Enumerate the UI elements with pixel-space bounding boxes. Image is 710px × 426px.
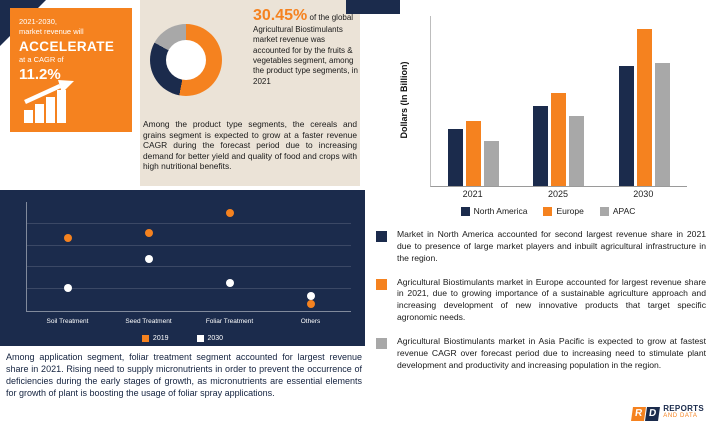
stat-text: of the global Agricultural Biostimulants… xyxy=(253,13,358,86)
dot-2030-others xyxy=(306,291,315,300)
growth-chart-icon xyxy=(24,80,74,123)
logo-text-reports: REPORTS xyxy=(663,403,704,413)
gridline xyxy=(27,266,351,268)
legend-label-europe: Europe xyxy=(556,206,584,216)
cagr-intro-line2: market revenue will xyxy=(19,27,84,37)
dot-2019-soil-treatment xyxy=(63,233,72,242)
legend-label-2030: 2030 xyxy=(207,335,224,342)
bar-x-axis-labels: 2021 2025 2030 xyxy=(430,189,686,199)
bar-north-america-2021 xyxy=(448,129,464,186)
bar-plot xyxy=(430,16,687,187)
bullet-swatch-north-america xyxy=(376,231,387,242)
cagr-label: at a CAGR of xyxy=(19,55,64,65)
logo-text-and-data: AND DATA xyxy=(663,413,698,420)
bullet-text-apac: Agricultural Biostimulants market in Asi… xyxy=(397,336,706,370)
bar-axis-label-2021: 2021 xyxy=(462,189,483,199)
cagr-value: 11.2% xyxy=(19,66,61,84)
legend-item-europe: Europe xyxy=(543,206,584,216)
bar-north-america-2030 xyxy=(618,66,634,186)
dot-axis-label-seed-treatment: Seed Treatment xyxy=(125,318,172,325)
bullet-text-north-america: Market in North America accounted for se… xyxy=(397,229,706,263)
bar-chart-y-axis-label: Dollars (In Billion) xyxy=(399,61,409,139)
top-accent-bar xyxy=(346,0,400,14)
gridline xyxy=(27,222,351,224)
legend-swatch-north-america xyxy=(460,206,470,216)
dot-axis-label-soil-treatment: Soil Treatment xyxy=(46,318,89,325)
gridline xyxy=(27,288,351,290)
bullet-north-america: Market in North America accounted for se… xyxy=(376,229,706,265)
donut-chart xyxy=(150,24,222,96)
region-bullets: Market in North America accounted for se… xyxy=(376,229,706,372)
bar-europe-2025 xyxy=(551,93,567,186)
stat-value: 30.45% xyxy=(253,7,308,24)
logo-text: REPORTS AND DATA xyxy=(663,403,704,420)
legend-item-2030: 2030 xyxy=(196,335,224,342)
legend-label-apac: APAC xyxy=(612,206,636,216)
bullet-swatch-europe xyxy=(376,278,387,290)
bar-apac-2030 xyxy=(654,63,670,186)
legend-item-north-america: North America xyxy=(460,206,528,216)
legend-swatch-2019 xyxy=(141,335,149,342)
accelerate-word: ACCELERATE xyxy=(19,39,115,55)
dot-2019-seed-treatment xyxy=(144,228,153,237)
bullet-swatch-apac xyxy=(376,338,387,350)
product-type-paragraph: Among the product type segments, the cer… xyxy=(143,119,357,172)
dot-2030-seed-treatment xyxy=(144,254,153,263)
bullet-apac: Agricultural Biostimulants market in Asi… xyxy=(376,336,706,372)
dot-2030-soil-treatment xyxy=(63,284,72,293)
legend-label-north-america: North America xyxy=(473,206,528,216)
bar-apac-2025 xyxy=(569,116,585,186)
application-chart-panel: Soil Treatment Seed Treatment Foliar Treat… xyxy=(0,190,365,346)
legend-item-2019: 2019 xyxy=(141,335,169,342)
bar-europe-2030 xyxy=(636,29,652,186)
bar-north-america-2025 xyxy=(533,106,549,186)
dot-2019-foliar-treatment xyxy=(225,208,234,217)
stat-paragraph: 30.45% of the global Agricultural Biosti… xyxy=(253,7,358,87)
bar-axis-label-2030: 2030 xyxy=(633,189,654,199)
bullet-europe: Agricultural Biostimulants market in Eur… xyxy=(376,277,706,324)
bar-chart-legend: North America Europe APAC xyxy=(398,206,698,216)
legend-label-2019: 2019 xyxy=(152,335,169,342)
gridline xyxy=(27,244,351,246)
dot-plot-legend: 2019 2030 xyxy=(0,335,365,342)
bar-group-2021 xyxy=(431,16,516,186)
dot-2019-others xyxy=(306,300,315,309)
cagr-intro-line1: 2021-2030, xyxy=(19,17,57,26)
regional-section: Dollars (In Billion) 2021 2025 2030 North … xyxy=(368,0,710,426)
dot-plot: Soil Treatment Seed Treatment Foliar Treat… xyxy=(26,202,351,325)
logo-mark-r: R xyxy=(631,407,647,421)
dot-axis-label-others: Others xyxy=(300,318,321,325)
bar-group-2025 xyxy=(516,16,601,186)
bar-group-2030 xyxy=(602,16,687,186)
cagr-card: 2021-2030, market revenue will ACCELERAT… xyxy=(10,8,132,132)
bar-europe-2021 xyxy=(466,121,482,186)
logo-mark-d: D xyxy=(645,407,661,421)
legend-swatch-europe xyxy=(543,206,553,216)
legend-item-apac: APAC xyxy=(599,206,636,216)
legend-swatch-2030 xyxy=(196,335,204,342)
legend-swatch-apac xyxy=(599,206,609,216)
dot-axis-label-foliar-treatment: Foliar Treatment xyxy=(205,318,254,325)
dot-2030-foliar-treatment xyxy=(225,278,234,287)
bullet-text-europe: Agricultural Biostimulants market in Eur… xyxy=(397,276,706,323)
application-paragraph: Among application segment, foliar treatm… xyxy=(6,352,362,398)
bar-apac-2021 xyxy=(484,141,500,186)
bar-axis-label-2025: 2025 xyxy=(547,189,568,199)
